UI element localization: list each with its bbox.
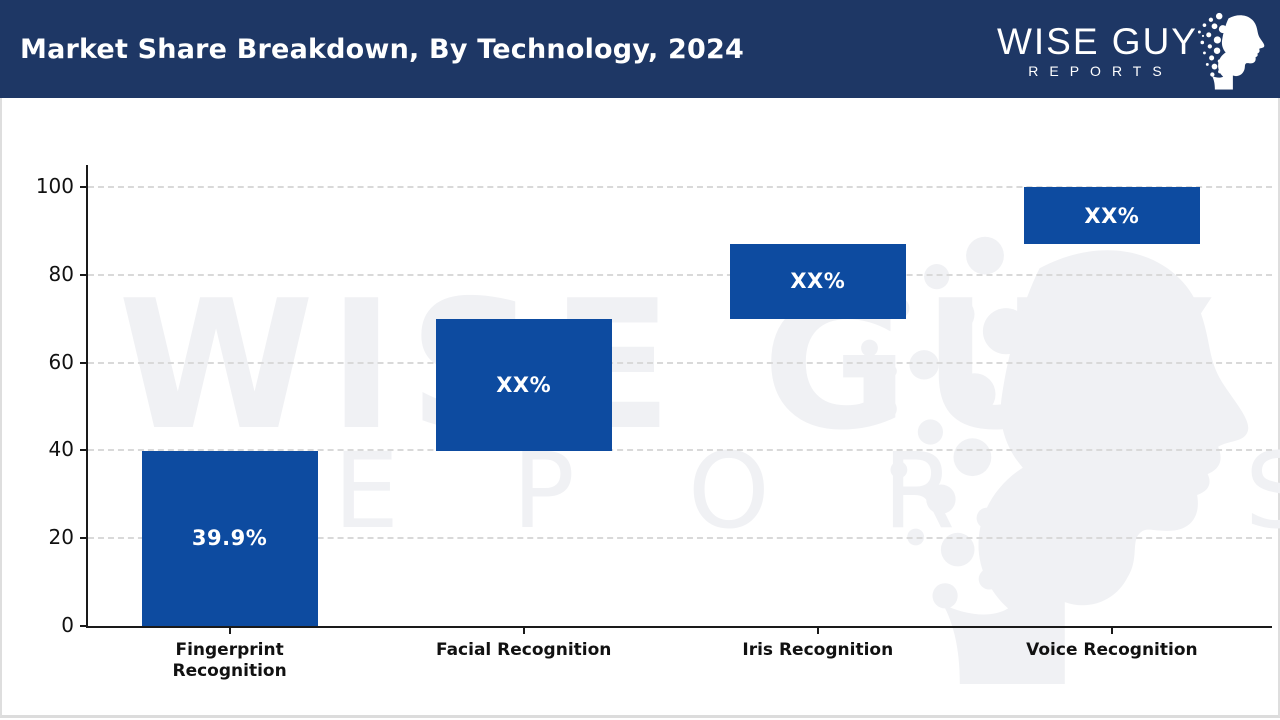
bar-1: XX% [435,318,612,451]
bar-0: 39.9% [141,450,318,626]
y-tick-label-40: 40 [48,437,74,462]
y-tick-label-80: 80 [48,261,74,286]
header-bar: Market Share Breakdown, By Technology, 2… [0,0,1280,98]
chart-title: Market Share Breakdown, By Technology, 2… [20,33,745,65]
y-tick-label-0: 0 [61,613,74,637]
y-tick-label-60: 60 [48,349,74,374]
gridline-40 [88,449,1272,452]
y-tick-40 [80,449,88,452]
head-silhouette-icon [1194,10,1266,90]
bar-2: XX% [729,244,906,319]
y-axis-spine [86,165,88,628]
x-tick-0 [228,626,231,634]
bar-value-label-2: XX% [790,269,846,294]
y-tick-100 [80,186,88,188]
y-tick-0 [80,625,88,627]
x-category-label-1: Facial Recognition [435,640,612,660]
x-tick-2 [816,626,819,634]
brand-logo-text: WISE GUY REPORTS [996,20,1198,79]
y-tick-20 [80,537,88,540]
x-axis-spine [86,626,1272,628]
bar-value-label-3: XX% [1084,203,1140,228]
brand-name: WISE GUY [996,20,1198,62]
x-category-label-3: Voice Recognition [1026,640,1198,660]
brand-subname: REPORTS [1028,62,1173,79]
gridline-80 [88,273,1272,276]
x-tick-1 [522,626,525,634]
x-category-label-2: Iris Recognition [742,640,894,660]
y-tick-60 [80,361,88,364]
bar-3: XX% [1023,187,1200,245]
gridline-100 [88,186,1272,188]
bar-value-label-0: 39.9% [191,526,268,551]
gridline-20 [88,537,1272,540]
x-category-label-0: Fingerprint Recognition [172,640,287,681]
x-tick-3 [1110,626,1113,634]
brand-logo: WISE GUY REPORTS [997,6,1266,94]
bar-value-label-1: XX% [496,372,552,397]
y-tick-label-100: 100 [35,174,74,198]
y-tick-label-20: 20 [48,525,74,550]
y-tick-80 [80,273,88,276]
gridline-60 [88,361,1272,364]
